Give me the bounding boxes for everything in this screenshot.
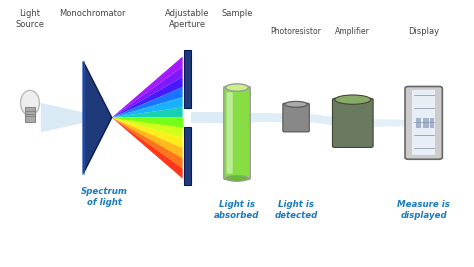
- Polygon shape: [112, 67, 182, 117]
- Text: Spectrum
of light: Spectrum of light: [81, 187, 128, 207]
- FancyBboxPatch shape: [25, 107, 35, 121]
- Text: Sample: Sample: [221, 9, 253, 18]
- Text: Light is
absorbed: Light is absorbed: [214, 200, 260, 220]
- Polygon shape: [112, 117, 182, 148]
- Ellipse shape: [285, 101, 308, 107]
- Polygon shape: [112, 117, 182, 158]
- Polygon shape: [248, 113, 284, 122]
- Text: Measure is
displayed: Measure is displayed: [397, 200, 450, 220]
- Polygon shape: [41, 103, 83, 132]
- Text: Display: Display: [408, 27, 439, 36]
- Polygon shape: [371, 119, 408, 127]
- Polygon shape: [112, 97, 182, 117]
- Polygon shape: [112, 117, 182, 179]
- FancyBboxPatch shape: [183, 127, 191, 185]
- FancyBboxPatch shape: [183, 50, 191, 108]
- Ellipse shape: [226, 84, 248, 91]
- FancyBboxPatch shape: [224, 87, 250, 179]
- FancyBboxPatch shape: [227, 92, 233, 174]
- Polygon shape: [112, 77, 182, 117]
- FancyBboxPatch shape: [412, 91, 435, 155]
- FancyBboxPatch shape: [430, 117, 434, 128]
- Polygon shape: [83, 62, 112, 173]
- Text: Adjustable
Aperture: Adjustable Aperture: [165, 9, 210, 29]
- Polygon shape: [112, 117, 182, 168]
- Polygon shape: [112, 117, 182, 138]
- FancyBboxPatch shape: [423, 117, 429, 128]
- Polygon shape: [112, 107, 182, 117]
- FancyBboxPatch shape: [332, 98, 373, 147]
- Text: Photoresistor: Photoresistor: [271, 27, 321, 36]
- Polygon shape: [191, 112, 227, 123]
- Polygon shape: [308, 113, 336, 126]
- Polygon shape: [112, 87, 182, 117]
- Ellipse shape: [226, 175, 248, 181]
- Text: Amplifier: Amplifier: [335, 27, 370, 36]
- Polygon shape: [112, 117, 182, 128]
- FancyBboxPatch shape: [283, 103, 310, 132]
- Text: Monochromator: Monochromator: [60, 9, 126, 18]
- Ellipse shape: [335, 95, 371, 104]
- FancyBboxPatch shape: [416, 117, 421, 128]
- Text: Light
Source: Light Source: [16, 9, 45, 29]
- Text: Light is
detected: Light is detected: [274, 200, 318, 220]
- FancyBboxPatch shape: [405, 87, 442, 159]
- Polygon shape: [112, 57, 182, 117]
- Ellipse shape: [20, 90, 39, 116]
